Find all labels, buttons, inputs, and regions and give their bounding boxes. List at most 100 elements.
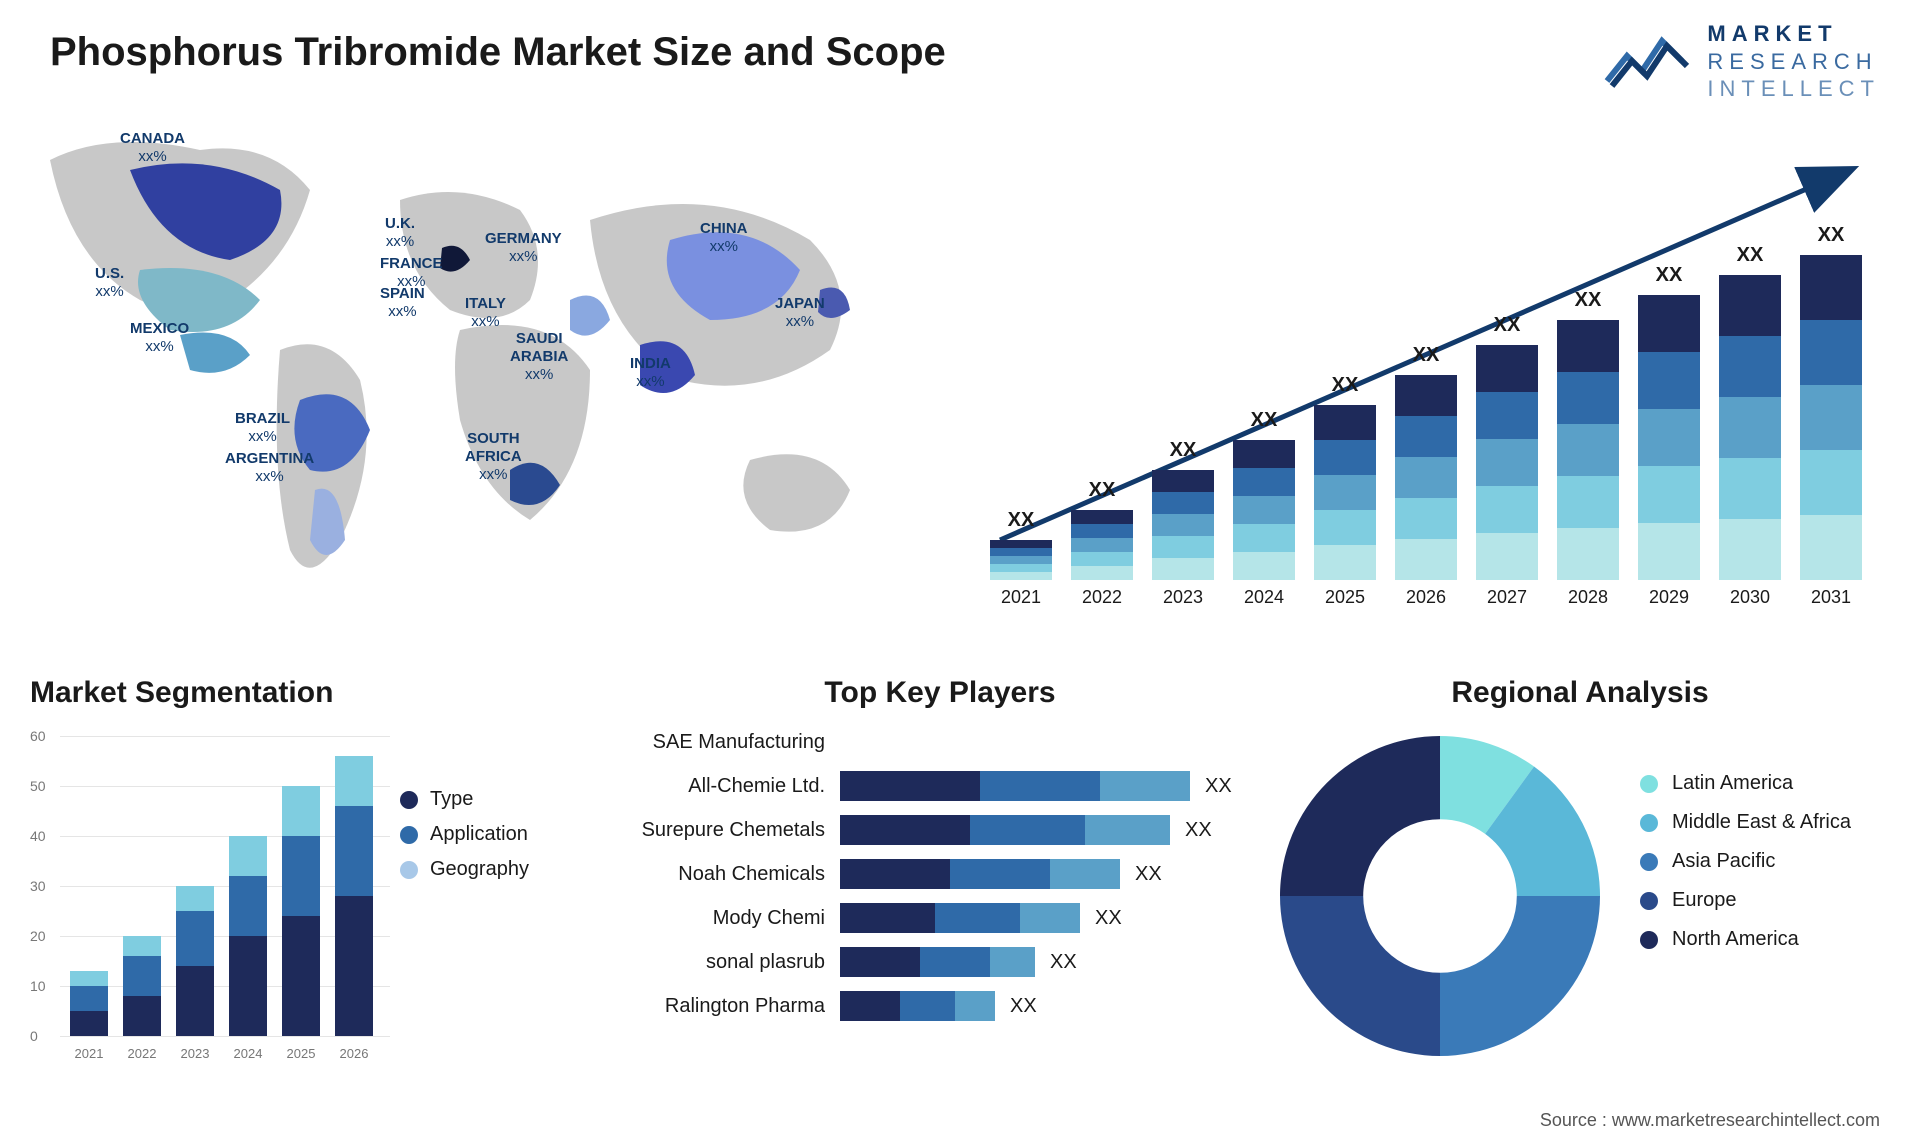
segmentation-legend-item: Geography [400,858,529,881]
donut-svg [1280,736,1600,1056]
logo-mark-icon [1602,26,1692,96]
segmentation-legend-item: Type [400,788,529,811]
player-name: Noah Chemicals [620,863,840,886]
segmentation-title: Market Segmentation [30,676,590,710]
player-name: Ralington Pharma [620,995,840,1018]
growth-bar-year: 2024 [1233,587,1295,608]
player-name: sonal plasrub [620,951,840,974]
segmentation-bar-segment [229,876,267,936]
growth-bar [990,540,1052,580]
player-bar [840,815,1170,845]
regional-section: Regional Analysis Latin AmericaMiddle Ea… [1280,676,1880,1096]
player-value: XX [1095,907,1122,930]
growth-bar-year: 2031 [1800,587,1862,608]
growth-bar-year: 2027 [1476,587,1538,608]
segmentation-bar-segment [70,986,108,1011]
donut-slice [1440,896,1600,1056]
growth-bar-value: XX [1638,264,1700,287]
segmentation-bar-segment [176,886,214,911]
brand-logo: MARKET RESEARCH INTELLECT [1602,20,1880,103]
player-row: sonal plasrub XX [620,940,1260,984]
segmentation-legend-item: Application [400,823,529,846]
player-value: XX [1050,951,1077,974]
segmentation-bar-segment [282,916,320,1036]
player-name: SAE Manufacturing [620,731,840,754]
players-section: Top Key Players SAE Manufacturing All-Che… [620,676,1260,1096]
player-name: Mody Chemi [620,907,840,930]
player-bar [840,991,995,1021]
growth-bar [1071,510,1133,580]
growth-bar-year: 2021 [990,587,1052,608]
player-row: All-Chemie Ltd.XX [620,764,1260,808]
player-name: Surepure Chemetals [620,819,840,842]
segmentation-section: Market Segmentation 01020304050602021202… [30,676,590,1096]
segmentation-legend: Type Application Geography [400,776,529,893]
growth-bar-value: XX [1071,479,1133,502]
player-row: Mody Chemi XX [620,896,1260,940]
growth-bar-year: 2025 [1314,587,1376,608]
map-label: SAUDIARABIAxx% [510,330,568,384]
player-bar [840,771,1190,801]
growth-bar-value: XX [1719,244,1781,267]
growth-bar-year: 2026 [1395,587,1457,608]
segmentation-bar-segment [123,956,161,996]
regional-legend-item: Middle East & Africa [1640,811,1880,834]
player-value: XX [1185,819,1212,842]
regional-legend: Latin AmericaMiddle East & AfricaAsia Pa… [1640,756,1880,967]
player-value: XX [1010,995,1037,1018]
segmentation-bar-segment [282,836,320,916]
player-row: Surepure Chemetals XX [620,808,1260,852]
player-row: Ralington Pharma XX [620,984,1260,1028]
map-label: MEXICOxx% [130,320,189,356]
segmentation-bar-segment [123,936,161,956]
players-list: SAE ManufacturingAll-Chemie Ltd.XXSurepu… [620,720,1260,1028]
logo-text: MARKET RESEARCH INTELLECT [1707,20,1880,103]
map-label: U.K.xx% [385,215,415,251]
growth-bar-value: XX [1476,314,1538,337]
player-bar [840,947,1035,977]
segmentation-bar-segment [123,996,161,1036]
map-label: BRAZILxx% [235,410,290,446]
map-label: GERMANYxx% [485,230,562,266]
growth-bar [1719,275,1781,580]
players-title: Top Key Players [620,676,1260,710]
segmentation-bar-segment [335,896,373,1036]
segmentation-bar-segment [335,756,373,806]
growth-bar-value: XX [1800,224,1862,247]
world-map: CANADAxx%U.S.xx%MEXICOxx%BRAZILxx%ARGENT… [30,120,900,640]
map-label: INDIAxx% [630,355,671,391]
growth-bar-value: XX [1152,439,1214,462]
player-row: Noah Chemicals XX [620,852,1260,896]
map-label: CANADAxx% [120,130,185,166]
player-bar [840,859,1120,889]
map-label: U.S.xx% [95,265,124,301]
growth-bar-value: XX [1314,374,1376,397]
growth-bar [1314,405,1376,580]
map-label: ITALYxx% [465,295,506,331]
segmentation-bar-segment [229,836,267,876]
regional-donut [1280,736,1600,1056]
growth-bar-year: 2028 [1557,587,1619,608]
growth-bar-value: XX [1395,344,1457,367]
growth-bar [1395,375,1457,580]
player-name: All-Chemie Ltd. [620,775,840,798]
segmentation-bar-segment [176,966,214,1036]
player-value: XX [1135,863,1162,886]
growth-bar-year: 2023 [1152,587,1214,608]
regional-legend-item: Latin America [1640,772,1880,795]
growth-bar-year: 2029 [1638,587,1700,608]
growth-bar [1233,440,1295,580]
segmentation-bar-segment [176,911,214,966]
growth-chart: 2021XX2022XX2023XX2024XX2025XX2026XX2027… [980,150,1880,620]
segmentation-bar-segment [282,786,320,836]
growth-bar [1476,345,1538,580]
donut-slice [1280,896,1440,1056]
donut-slice [1280,736,1440,896]
player-row: SAE Manufacturing [620,720,1260,764]
growth-bar [1152,470,1214,580]
map-label: JAPANxx% [775,295,825,331]
map-label: CHINAxx% [700,220,748,256]
regional-legend-item: North America [1640,928,1880,951]
growth-bar [1638,295,1700,580]
growth-bar [1800,255,1862,580]
